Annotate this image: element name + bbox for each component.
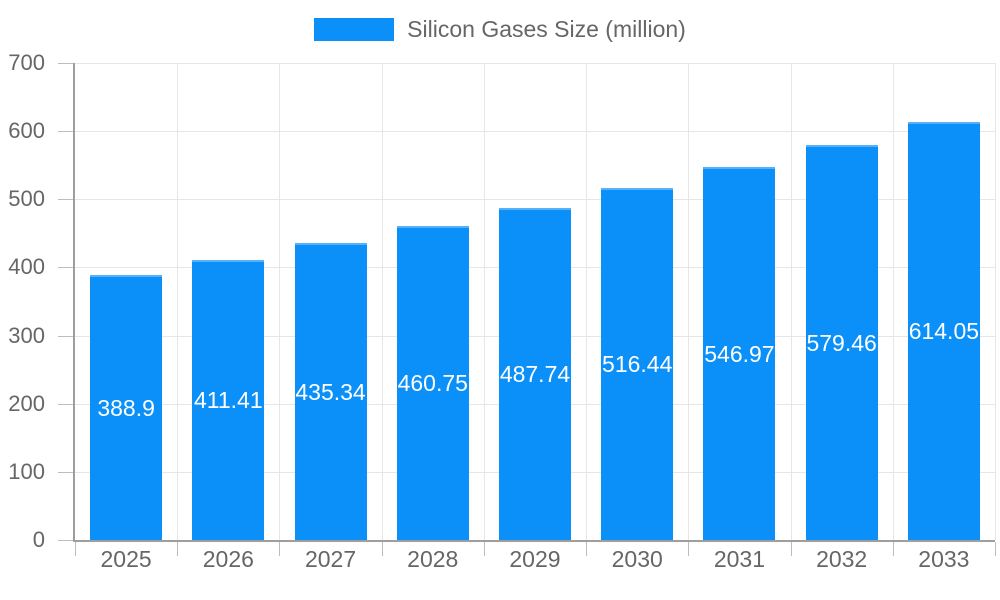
y-gridline <box>75 199 995 201</box>
bar-2031[interactable]: 546.97 <box>703 167 776 540</box>
x-axis-tick <box>586 542 588 556</box>
x-axis-category-label: 2031 <box>713 546 766 572</box>
x-gridline <box>790 63 792 540</box>
bar-value-label: 487.74 <box>499 360 571 387</box>
x-axis-category-label: 2029 <box>509 546 561 572</box>
y-axis-tick <box>58 63 73 64</box>
y-axis-tick-label: 600 <box>8 118 45 144</box>
bar-2030[interactable]: 516.44 <box>601 188 674 540</box>
bar-2028[interactable]: 460.75 <box>396 226 469 540</box>
bar-2029[interactable]: 487.74 <box>499 207 571 540</box>
bar-value-label: 460.75 <box>397 370 468 397</box>
y-axis-tick <box>58 471 73 473</box>
x-gridline <box>381 63 383 540</box>
x-axis-category-label: 2027 <box>304 546 357 572</box>
x-axis-category-label: 2028 <box>407 546 459 572</box>
bar-value-label: 579.46 <box>806 329 877 356</box>
bar-2032[interactable]: 579.46 <box>805 145 878 540</box>
y-gridline <box>75 63 995 64</box>
x-gridline <box>892 63 894 540</box>
x-axis-category-label: 2030 <box>611 546 663 572</box>
chart-legend[interactable]: Silicon Gases Size (million) <box>0 18 1000 41</box>
bar-value-label: 546.97 <box>704 340 775 367</box>
x-axis-category-label: 2026 <box>202 546 254 572</box>
legend-swatch-icon <box>314 18 395 41</box>
y-axis-tick-label: 300 <box>8 322 45 348</box>
plot-area: 0 100 200 300 400 500 600 700 2025 2026 2027 2028 20… <box>8 52 996 571</box>
bar-value-label: 614.05 <box>908 317 980 344</box>
x-gridline <box>586 63 588 540</box>
y-axis-tick-label: 100 <box>8 458 45 484</box>
legend-label: Silicon Gases Size (million) <box>407 16 686 42</box>
x-axis-tick <box>688 542 690 556</box>
bar-value-label: 388.9 <box>97 394 155 421</box>
x-axis-tick <box>995 542 996 556</box>
x-axis-tick <box>790 542 792 556</box>
bar-value-label: 411.41 <box>194 386 263 413</box>
x-axis-category-label: 2032 <box>816 546 868 572</box>
bar-2027[interactable]: 435.34 <box>294 243 367 540</box>
x-axis-tick <box>483 542 485 556</box>
y-axis-tick <box>58 335 73 337</box>
x-axis-tick <box>75 542 76 556</box>
y-axis-tick-label: 200 <box>8 390 45 416</box>
y-axis-tick <box>58 403 73 405</box>
x-axis-tick <box>381 542 383 556</box>
y-axis-tick-label: 400 <box>8 254 45 280</box>
x-gridline <box>279 63 281 540</box>
y-axis-tick <box>58 199 73 201</box>
x-gridline <box>688 63 690 540</box>
bar-value-label: 516.44 <box>602 351 673 378</box>
y-axis-tick <box>58 540 73 541</box>
bar-2025[interactable]: 388.9 <box>90 275 163 540</box>
x-axis-tick <box>279 542 281 556</box>
y-axis-tick <box>58 267 73 269</box>
x-axis-tick <box>177 542 179 556</box>
x-gridline <box>995 63 996 540</box>
y-axis-tick-label: 0 <box>32 527 45 552</box>
x-gridline <box>483 63 485 540</box>
bar-2033[interactable]: 614.05 <box>907 121 980 540</box>
bar-value-label: 435.34 <box>295 378 366 405</box>
y-axis-tick-label: 700 <box>8 50 45 75</box>
y-gridline <box>75 131 995 133</box>
x-axis-tick <box>892 542 894 556</box>
y-axis-tick-label: 500 <box>8 186 45 212</box>
y-axis-tick <box>58 131 73 133</box>
x-axis-category-label: 2033 <box>918 546 970 572</box>
x-axis-category-label: 2025 <box>100 546 152 572</box>
x-gridline <box>177 63 179 540</box>
bar-2026[interactable]: 411.41 <box>192 259 265 540</box>
